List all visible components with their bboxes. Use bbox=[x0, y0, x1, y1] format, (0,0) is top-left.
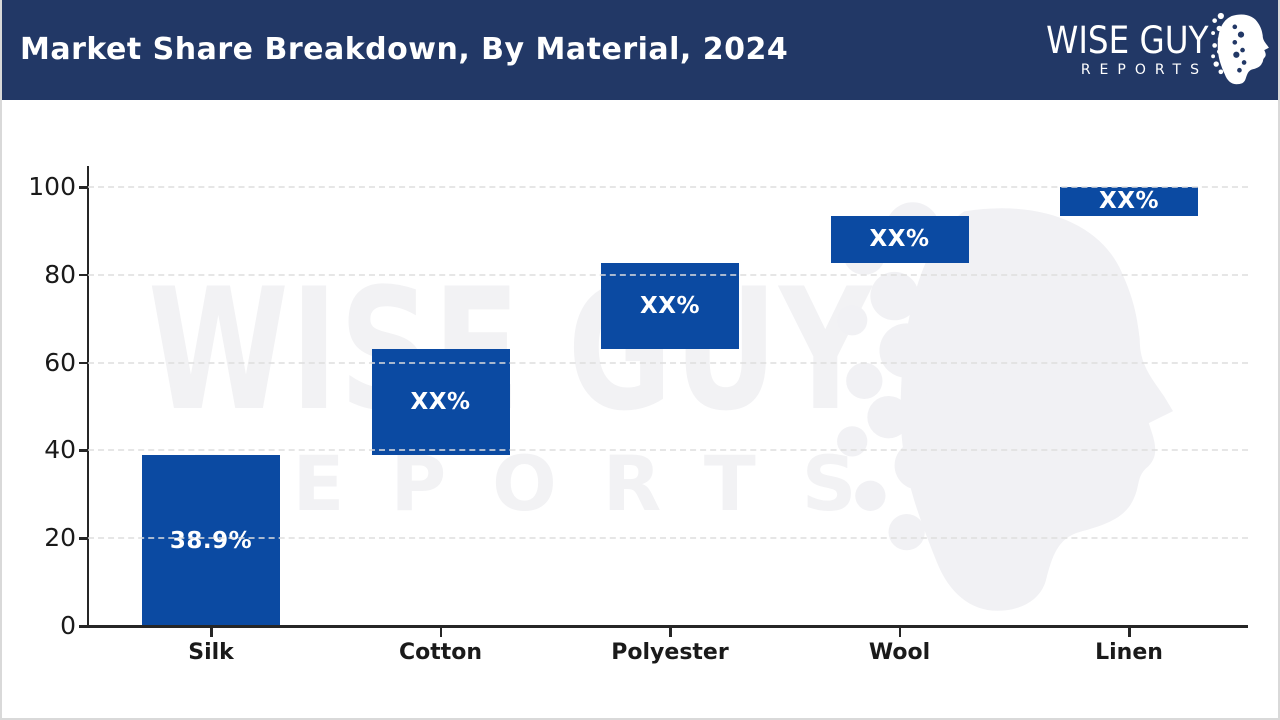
bar-linen: XX% bbox=[1060, 187, 1198, 216]
bar-silk: 38.9% bbox=[142, 455, 280, 626]
bar-value-label: XX% bbox=[410, 388, 471, 415]
y-tick-label: 0 bbox=[60, 611, 76, 640]
x-tick-mark bbox=[210, 628, 213, 637]
logo-head-icon bbox=[1211, 12, 1269, 85]
wiseguy-logo: WISE GUY REPORTS bbox=[1024, 4, 1272, 90]
x-axis-label: Polyester bbox=[611, 640, 729, 665]
x-axis-label: Wool bbox=[868, 640, 931, 665]
y-tick-mark bbox=[79, 449, 88, 452]
y-tick-label: 80 bbox=[44, 259, 76, 289]
y-tick-label: 60 bbox=[44, 347, 76, 377]
x-axis-label: Silk bbox=[188, 640, 234, 665]
page-title: Market Share Breakdown, By Material, 202… bbox=[20, 32, 789, 67]
y-tick-label: 100 bbox=[28, 172, 76, 201]
gridline-80 bbox=[88, 273, 1248, 276]
gridline-100 bbox=[88, 186, 1248, 188]
bar-value-label: XX% bbox=[869, 226, 930, 253]
x-axis-label: Cotton bbox=[398, 640, 483, 665]
gridline-60 bbox=[88, 361, 1248, 364]
bar-value-label: 38.9% bbox=[169, 527, 253, 554]
header: Market Share Breakdown, By Material, 202… bbox=[0, 0, 1280, 100]
bar-value-label: XX% bbox=[639, 292, 700, 319]
bar-cotton: XX% bbox=[371, 348, 510, 456]
bar-polyester: XX% bbox=[601, 263, 739, 349]
x-tick-mark bbox=[669, 628, 672, 637]
x-tick-mark bbox=[898, 628, 901, 637]
x-tick-mark bbox=[439, 628, 442, 637]
x-axis-line bbox=[86, 625, 1248, 628]
bar-value-label: XX% bbox=[1098, 188, 1159, 215]
logo-text: WISE GUY REPORTS bbox=[1024, 18, 1208, 79]
y-tick-mark bbox=[79, 625, 88, 628]
bar-wool: XX% bbox=[830, 215, 969, 264]
y-tick-mark bbox=[79, 273, 88, 277]
y-tick-mark bbox=[79, 537, 88, 540]
x-tick-mark bbox=[1128, 628, 1131, 637]
logo-wordmark: WISE GUY bbox=[1045, 18, 1208, 62]
y-tick-mark bbox=[79, 186, 88, 189]
y-tick-mark bbox=[79, 361, 88, 365]
y-tick-label: 20 bbox=[44, 523, 76, 553]
logo-subtitle: REPORTS bbox=[1080, 62, 1208, 79]
y-axis-line bbox=[86, 166, 89, 627]
gridline-20 bbox=[88, 537, 1248, 540]
x-axis-label: Linen bbox=[1095, 640, 1163, 665]
gridline-40 bbox=[88, 449, 1248, 452]
y-tick-label: 40 bbox=[44, 435, 76, 465]
